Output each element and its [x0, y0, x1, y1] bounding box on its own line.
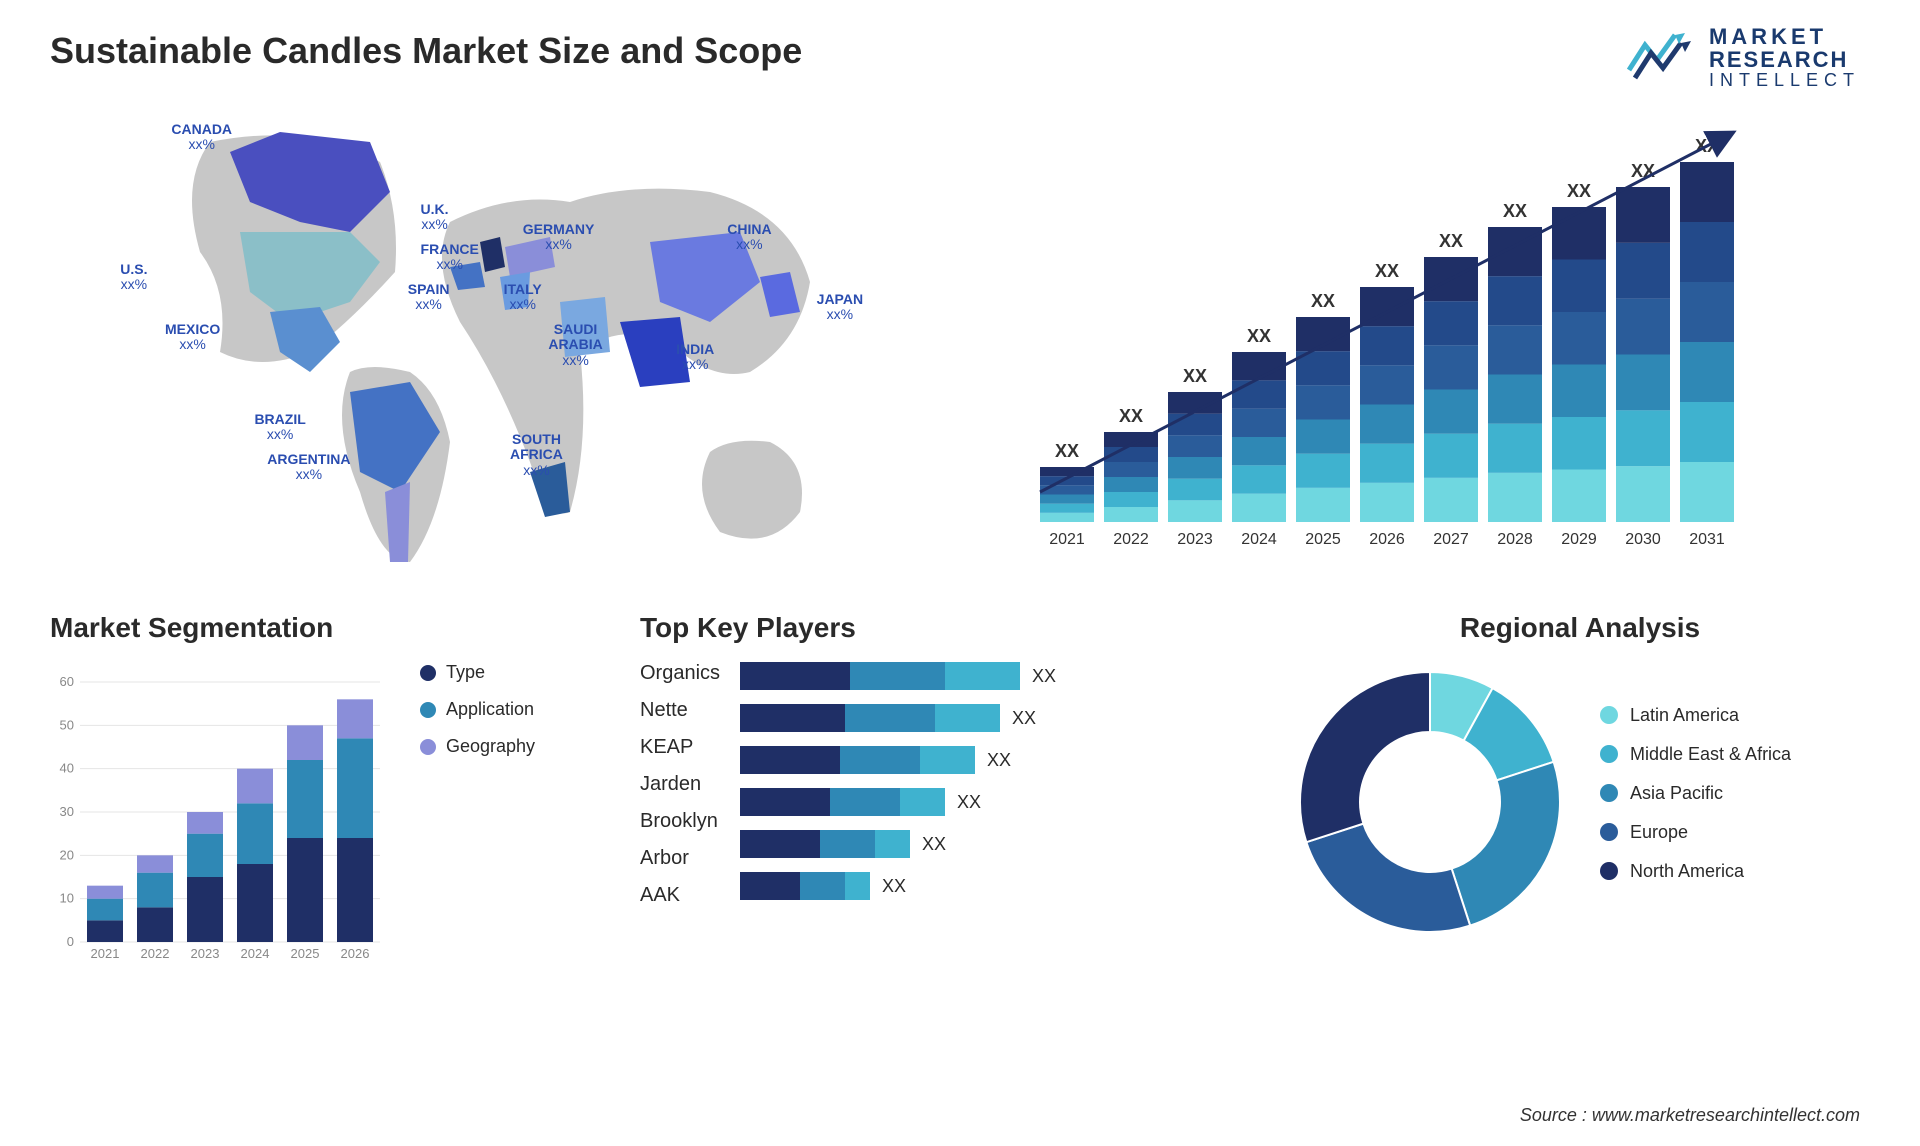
- segmentation-title: Market Segmentation: [50, 612, 610, 644]
- growth-bar-chart: 2021 XX 2022 XX 2023 XX 2024 XX 2025 XX 2026 XX 2027…: [1010, 92, 1870, 572]
- svg-text:2022: 2022: [141, 946, 170, 961]
- players-title: Top Key Players: [640, 612, 1260, 644]
- map-label: CHINAxx%: [727, 222, 771, 253]
- player-bar-row: XX: [740, 830, 1056, 858]
- players-bar-chart: XX XX XX XX XX XX: [740, 662, 1056, 921]
- map-label: BRAZILxx%: [254, 412, 305, 443]
- player-name: Organics: [640, 662, 720, 685]
- footer-source: Source : www.marketresearchintellect.com: [1520, 1105, 1860, 1126]
- svg-text:XX: XX: [1567, 181, 1591, 201]
- legend-item: Geography: [420, 736, 535, 757]
- svg-text:2021: 2021: [91, 946, 120, 961]
- svg-text:XX: XX: [1119, 406, 1143, 426]
- map-label: ITALYxx%: [504, 282, 542, 313]
- player-name: Nette: [640, 699, 720, 722]
- svg-text:2024: 2024: [1241, 531, 1277, 548]
- segmentation-panel: Market Segmentation 0 10 20 30 40 50 60 2021 202…: [50, 612, 610, 977]
- regional-panel: Regional Analysis Latin America Middle Ea…: [1290, 612, 1870, 977]
- svg-text:2023: 2023: [1177, 531, 1213, 548]
- svg-text:2031: 2031: [1689, 531, 1725, 548]
- player-bar-row: XX: [740, 872, 1056, 900]
- svg-text:30: 30: [60, 804, 74, 819]
- svg-text:60: 60: [60, 674, 74, 689]
- svg-text:2026: 2026: [341, 946, 370, 961]
- players-name-list: Organics Nette KEAP Jarden Brooklyn Arbor AAK: [640, 662, 720, 921]
- logo-line1: MARKET: [1709, 25, 1860, 48]
- logo-icon: [1627, 30, 1697, 85]
- svg-text:20: 20: [60, 847, 74, 862]
- legend-item: Type: [420, 662, 535, 683]
- regional-donut: [1290, 662, 1570, 942]
- svg-text:XX: XX: [1503, 201, 1527, 221]
- page-title: Sustainable Candles Market Size and Scop…: [50, 30, 1870, 72]
- svg-text:XX: XX: [1055, 441, 1079, 461]
- legend-item: Europe: [1600, 822, 1791, 843]
- segmentation-chart: 0 10 20 30 40 50 60 2021 2022 2023 2024 2025 2026: [50, 662, 400, 977]
- svg-text:2028: 2028: [1497, 531, 1533, 548]
- svg-text:0: 0: [67, 934, 74, 949]
- svg-text:2027: 2027: [1433, 531, 1469, 548]
- svg-text:XX: XX: [1183, 366, 1207, 386]
- svg-text:2026: 2026: [1369, 531, 1405, 548]
- logo-line2: RESEARCH: [1709, 48, 1860, 71]
- svg-text:40: 40: [60, 761, 74, 776]
- map-label: FRANCExx%: [421, 242, 479, 273]
- svg-text:2025: 2025: [1305, 531, 1341, 548]
- svg-text:2023: 2023: [191, 946, 220, 961]
- logo-line3: INTELLECT: [1709, 71, 1860, 90]
- map-label: INDIAxx%: [676, 342, 714, 373]
- player-bar-row: XX: [740, 704, 1056, 732]
- svg-text:XX: XX: [1439, 231, 1463, 251]
- map-label: CANADAxx%: [171, 122, 232, 153]
- regional-title: Regional Analysis: [1290, 612, 1870, 644]
- legend-item: North America: [1600, 861, 1791, 882]
- map-label: U.S.xx%: [120, 262, 147, 293]
- brand-logo: MARKET RESEARCH INTELLECT: [1627, 25, 1860, 90]
- svg-text:2030: 2030: [1625, 531, 1661, 548]
- player-name: Jarden: [640, 773, 720, 796]
- svg-text:XX: XX: [1375, 261, 1399, 281]
- svg-text:XX: XX: [1247, 326, 1271, 346]
- map-label: SOUTHAFRICAxx%: [510, 432, 563, 478]
- map-label: JAPANxx%: [817, 292, 863, 323]
- svg-text:XX: XX: [1311, 291, 1335, 311]
- player-bar-row: XX: [740, 746, 1056, 774]
- player-name: AAK: [640, 884, 720, 907]
- map-label: U.K.xx%: [421, 202, 449, 233]
- legend-item: Asia Pacific: [1600, 783, 1791, 804]
- svg-text:2022: 2022: [1113, 531, 1149, 548]
- segmentation-legend: Type Application Geography: [420, 662, 535, 977]
- svg-text:2021: 2021: [1049, 531, 1085, 548]
- player-name: Arbor: [640, 847, 720, 870]
- legend-item: Latin America: [1600, 705, 1791, 726]
- svg-text:2029: 2029: [1561, 531, 1597, 548]
- player-name: KEAP: [640, 736, 720, 759]
- svg-text:10: 10: [60, 891, 74, 906]
- map-label: SAUDIARABIAxx%: [548, 322, 602, 368]
- players-panel: Top Key Players Organics Nette KEAP Jarden B…: [640, 612, 1260, 977]
- map-label: MEXICOxx%: [165, 322, 220, 353]
- svg-text:50: 50: [60, 717, 74, 732]
- svg-text:2025: 2025: [291, 946, 320, 961]
- world-map: CANADAxx% U.S.xx% MEXICOxx% BRAZILxx% ARGENT…: [50, 92, 970, 572]
- player-bar-row: XX: [740, 788, 1056, 816]
- map-label: SPAINxx%: [408, 282, 450, 313]
- player-name: Brooklyn: [640, 810, 720, 833]
- player-bar-row: XX: [740, 662, 1056, 690]
- legend-item: Middle East & Africa: [1600, 744, 1791, 765]
- legend-item: Application: [420, 699, 535, 720]
- svg-text:2024: 2024: [241, 946, 270, 961]
- map-label: GERMANYxx%: [523, 222, 595, 253]
- map-label: ARGENTINAxx%: [267, 452, 350, 483]
- regional-legend: Latin America Middle East & Africa Asia Pa…: [1600, 705, 1791, 900]
